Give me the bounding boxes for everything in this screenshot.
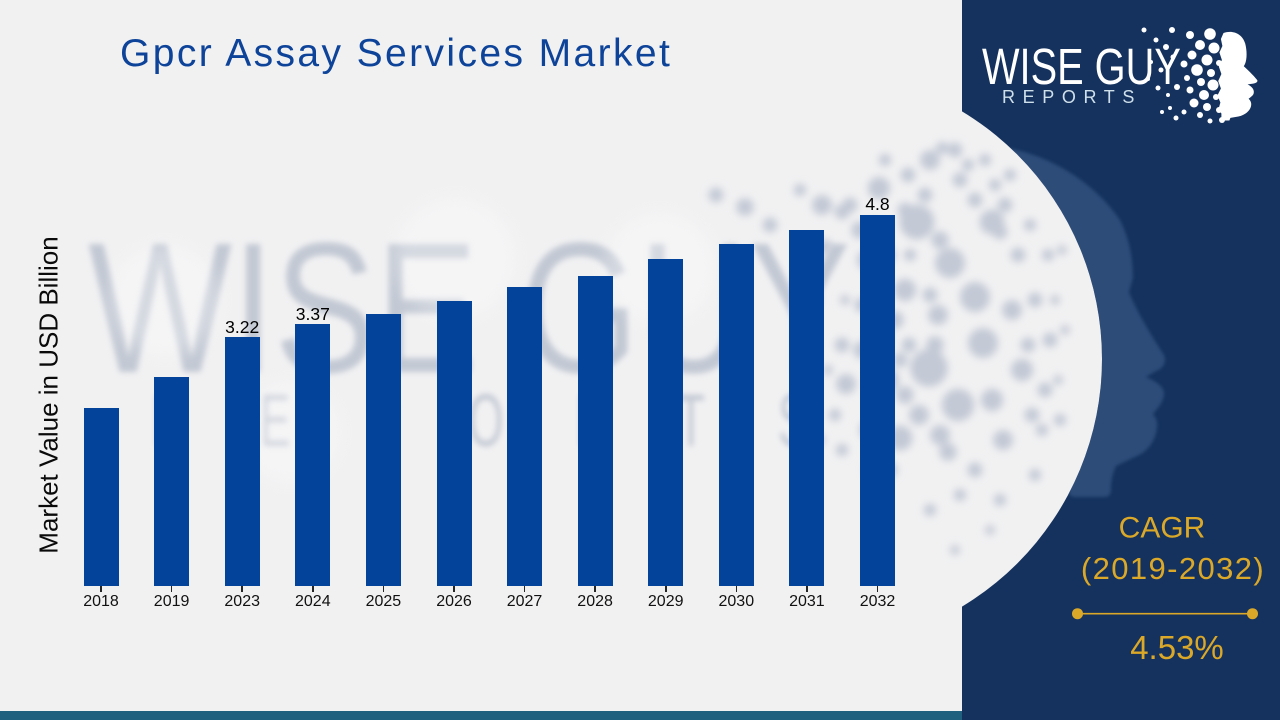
- svg-text:REPORTS: REPORTS: [1002, 87, 1142, 107]
- svg-text:WISE GUY: WISE GUY: [982, 38, 1181, 95]
- svg-text:(2019-2032): (2019-2032): [1081, 551, 1265, 586]
- svg-text:4.53%: 4.53%: [1130, 629, 1224, 666]
- svg-text:CAGR: CAGR: [1119, 512, 1206, 545]
- svg-text:O: O: [468, 380, 504, 463]
